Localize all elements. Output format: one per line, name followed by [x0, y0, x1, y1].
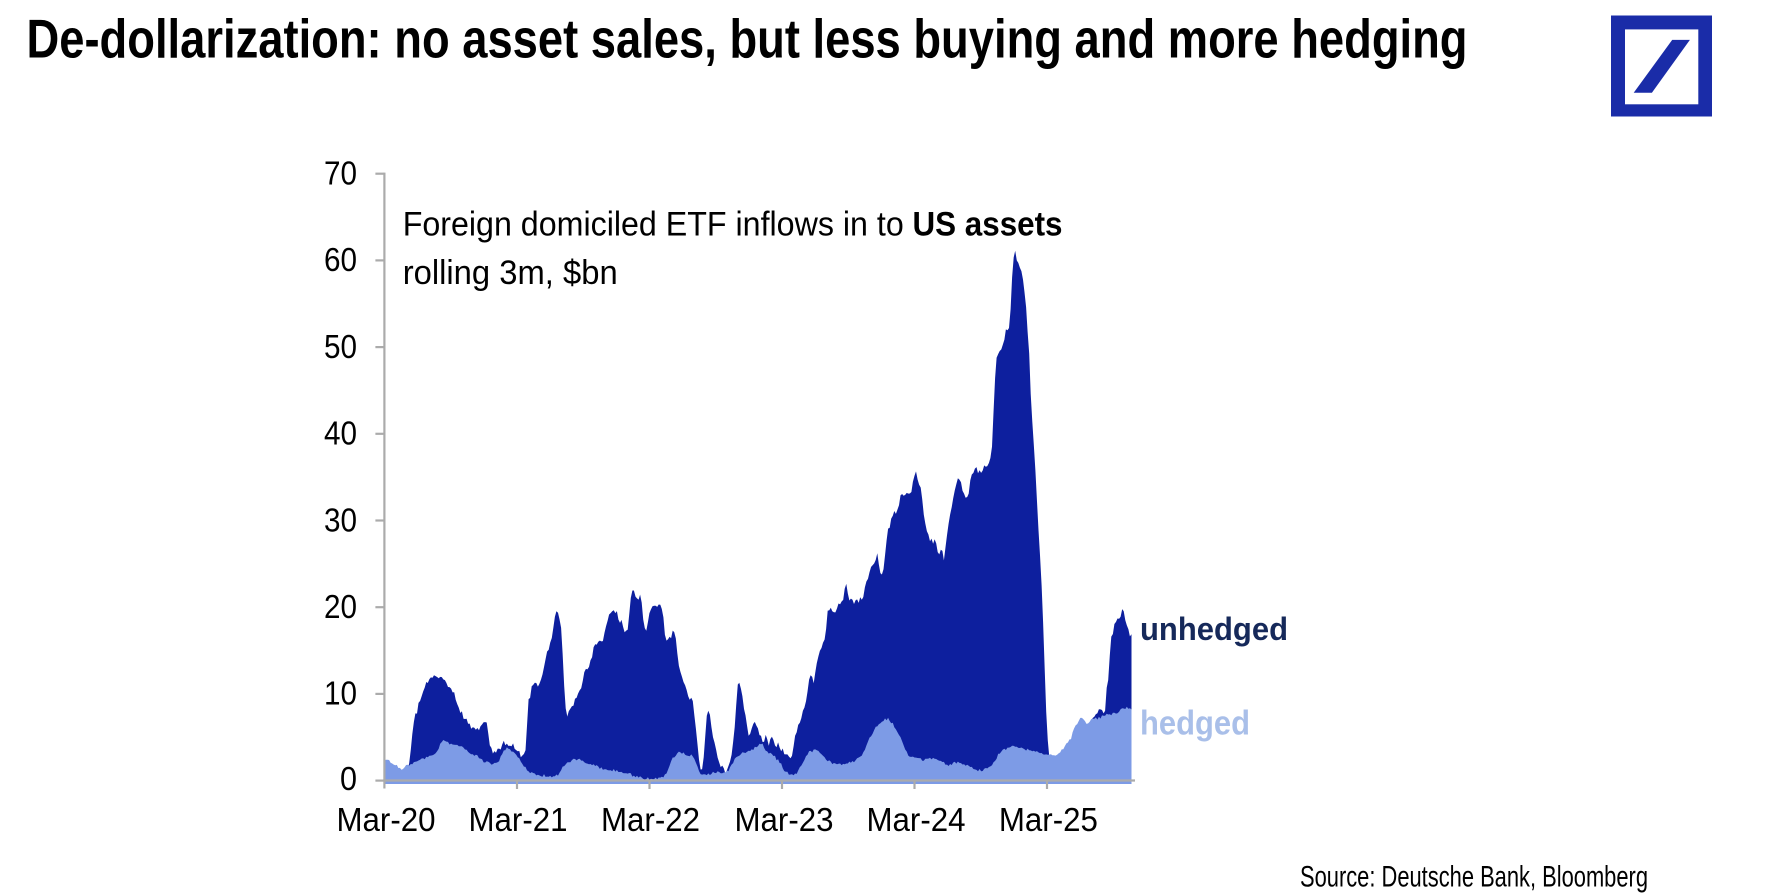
- svg-text:US assets: US assets: [913, 205, 1063, 243]
- svg-text:Mar-25: Mar-25: [999, 802, 1098, 839]
- svg-text:70: 70: [324, 156, 357, 193]
- svg-text:De-dollarization: no asset sal: De-dollarization: no asset sales, but le…: [27, 8, 1468, 70]
- svg-text:10: 10: [324, 676, 357, 713]
- svg-text:60: 60: [324, 242, 357, 279]
- svg-text:Mar-24: Mar-24: [867, 802, 966, 839]
- svg-text:Foreign domiciled ETF inflows: Foreign domiciled ETF inflows in to: [403, 205, 913, 243]
- svg-text:40: 40: [324, 416, 357, 453]
- svg-text:50: 50: [324, 329, 357, 366]
- svg-text:Mar-21: Mar-21: [469, 802, 568, 839]
- svg-text:unhedged: unhedged: [1140, 611, 1288, 647]
- svg-text:rolling 3m, $bn: rolling 3m, $bn: [403, 254, 618, 292]
- svg-text:Mar-20: Mar-20: [337, 802, 436, 839]
- svg-text:0: 0: [340, 761, 357, 798]
- svg-text:Mar-23: Mar-23: [735, 802, 834, 839]
- svg-text:Mar-22: Mar-22: [601, 802, 700, 839]
- svg-text:30: 30: [324, 502, 357, 539]
- svg-text:20: 20: [324, 589, 357, 626]
- svg-text:hedged: hedged: [1140, 705, 1250, 743]
- svg-text:Source: Deutsche Bank, Bloombe: Source: Deutsche Bank, Bloomberg: [1300, 861, 1648, 894]
